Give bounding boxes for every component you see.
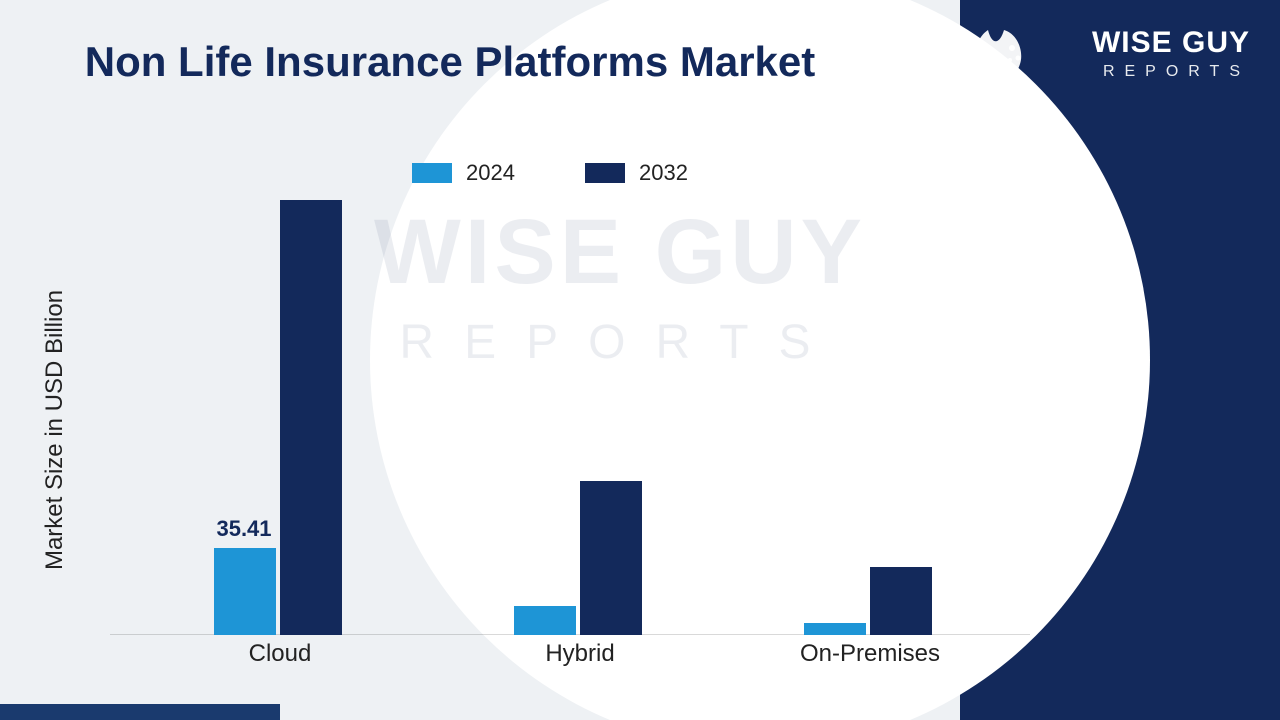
- legend-label-2032: 2032: [639, 160, 688, 186]
- legend: 2024 2032: [0, 160, 1100, 186]
- chart-title: Non Life Insurance Platforms Market: [0, 38, 900, 86]
- brand-line1: WISE GUY: [1092, 28, 1250, 58]
- x-label-cloud: Cloud: [180, 640, 380, 668]
- legend-label-2024: 2024: [466, 160, 515, 186]
- brand-line2: REPORTS: [1092, 64, 1250, 80]
- bar-hybrid-2032: [580, 481, 642, 635]
- bar-cloud-2024: [214, 548, 276, 635]
- chart-canvas: WISE GUY REPORTS Non Life Insurance Plat…: [0, 0, 1280, 720]
- brand-head-icon: [966, 26, 1030, 104]
- legend-swatch-2032: [585, 163, 625, 183]
- x-label-onprem: On-Premises: [770, 640, 970, 668]
- legend-item-2024: 2024: [412, 160, 515, 186]
- footer-accent-bar: [0, 704, 280, 720]
- x-label-hybrid: Hybrid: [480, 640, 680, 668]
- bar-onprem-2024: [804, 623, 866, 635]
- brand-logo: WISE GUY REPORTS: [1092, 28, 1250, 80]
- x-axis-labels: Cloud Hybrid On-Premises: [110, 640, 1030, 680]
- plot-area: 35.41: [110, 195, 1030, 635]
- bar-hybrid-2024: [514, 606, 576, 635]
- bar-cloud-2032: [280, 200, 342, 635]
- legend-swatch-2024: [412, 163, 452, 183]
- legend-item-2032: 2032: [585, 160, 688, 186]
- value-label-cloud-2024: 35.41: [204, 516, 284, 542]
- y-axis-label: Market Size in USD Billion: [40, 220, 70, 640]
- bar-onprem-2032: [870, 567, 932, 635]
